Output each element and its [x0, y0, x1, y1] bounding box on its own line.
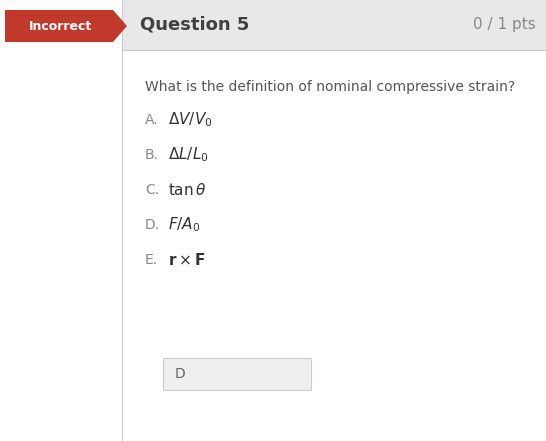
FancyBboxPatch shape	[163, 358, 311, 390]
Text: Question 5: Question 5	[140, 16, 250, 34]
Text: $\tan\theta$: $\tan\theta$	[168, 182, 206, 198]
Text: A.: A.	[145, 113, 159, 127]
Text: D.: D.	[145, 218, 160, 232]
Text: $\mathbf{r} \times \mathbf{F}$: $\mathbf{r} \times \mathbf{F}$	[168, 252, 205, 268]
Text: Incorrect: Incorrect	[29, 19, 93, 33]
Text: 0 / 1 pts: 0 / 1 pts	[473, 18, 536, 33]
Text: $\Delta V/V_0$: $\Delta V/V_0$	[168, 111, 212, 129]
FancyBboxPatch shape	[122, 0, 546, 50]
Text: C.: C.	[145, 183, 159, 197]
Text: What is the definition of nominal compressive strain?: What is the definition of nominal compre…	[145, 80, 515, 94]
Polygon shape	[5, 10, 127, 42]
Text: $\Delta L/L_0$: $\Delta L/L_0$	[168, 146, 209, 164]
Text: E.: E.	[145, 253, 158, 267]
Text: $F/A_0$: $F/A_0$	[168, 216, 200, 234]
Text: B.: B.	[145, 148, 159, 162]
FancyBboxPatch shape	[122, 0, 546, 441]
Text: D: D	[175, 367, 186, 381]
